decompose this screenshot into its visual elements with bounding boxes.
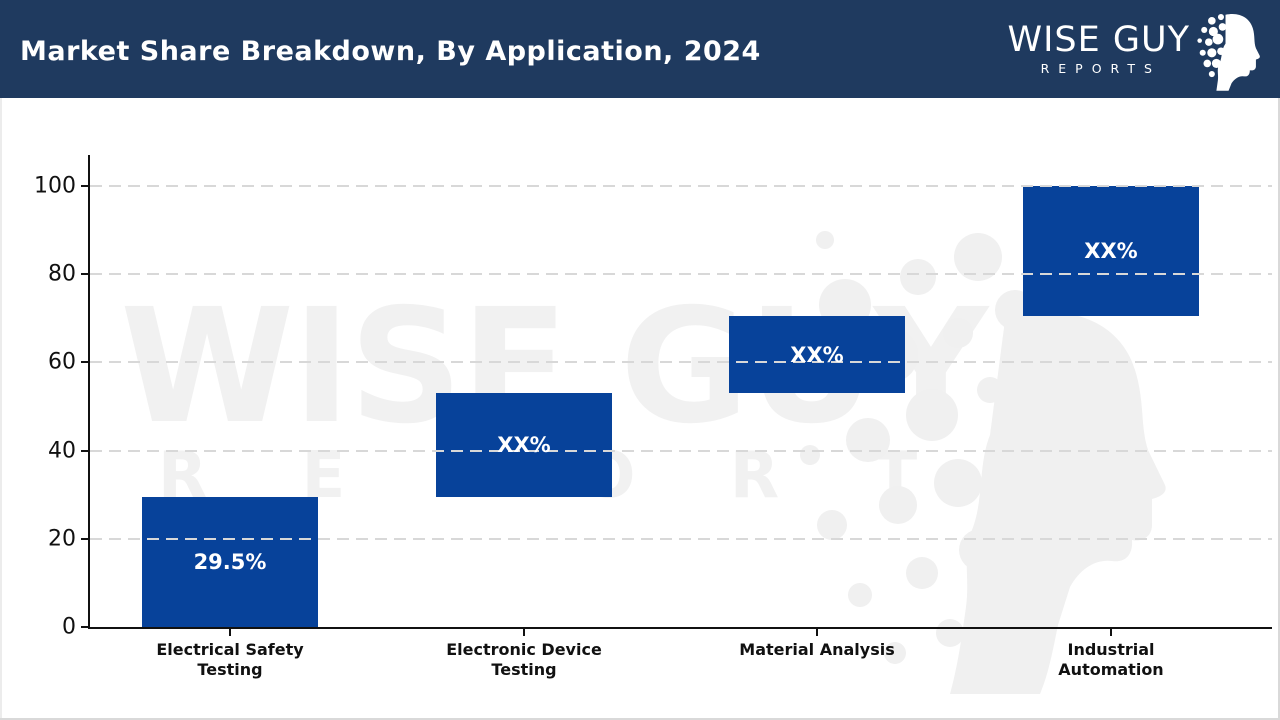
y-tick-label: 40	[48, 438, 76, 464]
x-category-label: Material Analysis	[739, 640, 895, 659]
bar-value-label: XX%	[790, 342, 844, 367]
x-tick-2	[523, 629, 525, 636]
y-axis-line	[88, 155, 90, 629]
x-category-label: Electrical Safety Testing	[156, 640, 304, 680]
y-tick-100	[81, 185, 88, 187]
y-tick-label: 100	[34, 173, 76, 199]
gridline-20	[90, 537, 1272, 540]
gridline-100	[90, 185, 1272, 187]
x-tick-4	[1110, 629, 1112, 636]
brand-face-icon	[1197, 13, 1260, 91]
bar-value-label: 29.5%	[193, 549, 267, 574]
bar-3	[729, 316, 905, 394]
y-tick-label: 0	[62, 614, 76, 640]
x-category-label: Electronic Device Testing	[446, 640, 602, 680]
y-tick-label: 20	[48, 526, 76, 552]
y-tick-80	[81, 273, 88, 276]
x-tick-3	[816, 629, 818, 636]
watermark-face-icon	[800, 224, 1166, 694]
brand-wordmark: WISE GUY REPORTS	[1007, 22, 1190, 76]
brand-name: WISE GUY	[1007, 20, 1190, 60]
bar-value-label: XX%	[1084, 239, 1138, 264]
y-tick-label: 60	[48, 349, 76, 375]
x-category-label: Industrial Automation	[1058, 640, 1164, 680]
brand-logo: WISE GUY REPORTS	[1007, 6, 1262, 94]
gridline-60	[90, 361, 1272, 364]
y-tick-20	[81, 537, 88, 540]
page-title: Market Share Breakdown, By Application, …	[20, 36, 761, 67]
gridline-40	[90, 449, 1272, 452]
header-band: Market Share Breakdown, By Application, …	[0, 0, 1280, 98]
y-tick-0	[81, 626, 88, 628]
bar-4	[1023, 186, 1199, 317]
y-tick-60	[81, 361, 88, 364]
bar-1	[142, 496, 318, 627]
x-tick-1	[229, 629, 231, 636]
x-axis-line	[88, 627, 1272, 629]
bar-2	[436, 393, 612, 497]
brand-subtitle: REPORTS	[1040, 60, 1161, 76]
gridline-80	[90, 273, 1272, 276]
y-tick-40	[81, 449, 88, 452]
y-tick-label: 80	[48, 261, 76, 287]
bar-value-label: XX%	[497, 433, 551, 458]
